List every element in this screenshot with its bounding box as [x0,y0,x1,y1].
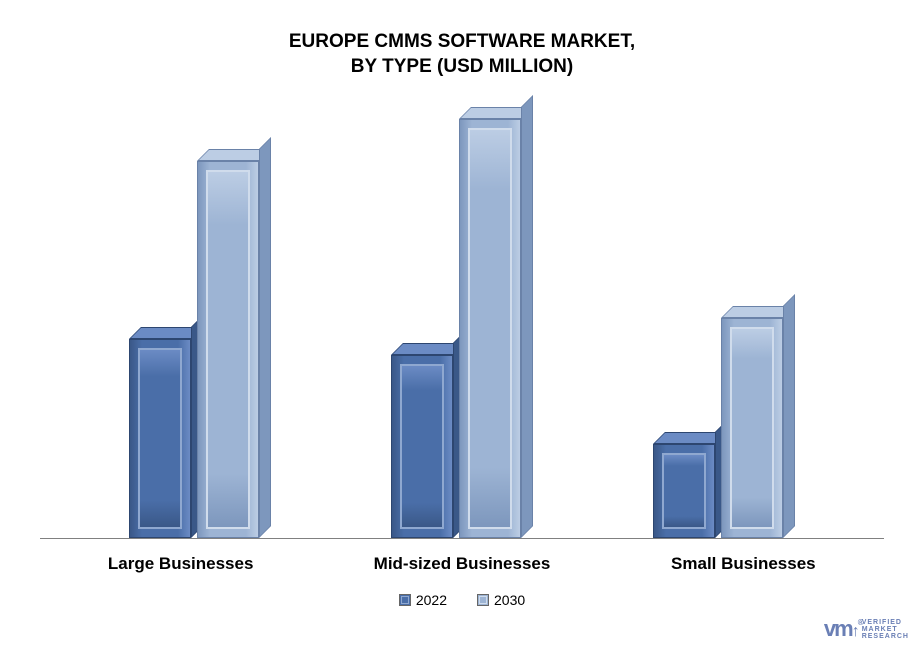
title-line-1: EUROPE CMMS SOFTWARE MARKET, [40,30,884,55]
plot-area [40,99,884,539]
bar [721,318,783,538]
chart-title: EUROPE CMMS SOFTWARE MARKET, BY TYPE (US… [40,30,884,79]
logo-text: VERIFIED MARKET RESEARCH [862,619,909,640]
bar [391,355,453,538]
legend: 2022 2030 [40,592,884,608]
bar [459,119,521,538]
legend-item: 2030 [477,592,525,608]
legend-swatch [477,594,489,606]
title-line-2: BY TYPE (USD MILLION) [40,55,884,80]
bar-group [391,119,521,538]
bar [653,444,715,538]
logo: vm↑ ® VERIFIED MARKET RESEARCH [824,616,909,642]
bar [129,339,191,538]
logo-reg: ® [858,618,862,627]
legend-label: 2030 [494,592,525,608]
bar-group [129,161,259,538]
bar [197,161,259,538]
bar-group [653,318,783,538]
legend-item: 2022 [399,592,447,608]
x-axis-label: Mid-sized Businesses [321,554,602,574]
logo-mark: vm↑ ® [824,616,858,642]
legend-swatch [399,594,411,606]
chart-container: EUROPE CMMS SOFTWARE MARKET, BY TYPE (US… [0,0,924,652]
x-axis-label: Large Businesses [40,554,321,574]
x-axis-labels: Large BusinessesMid-sized BusinessesSmal… [40,554,884,574]
x-axis-label: Small Businesses [603,554,884,574]
legend-label: 2022 [416,592,447,608]
